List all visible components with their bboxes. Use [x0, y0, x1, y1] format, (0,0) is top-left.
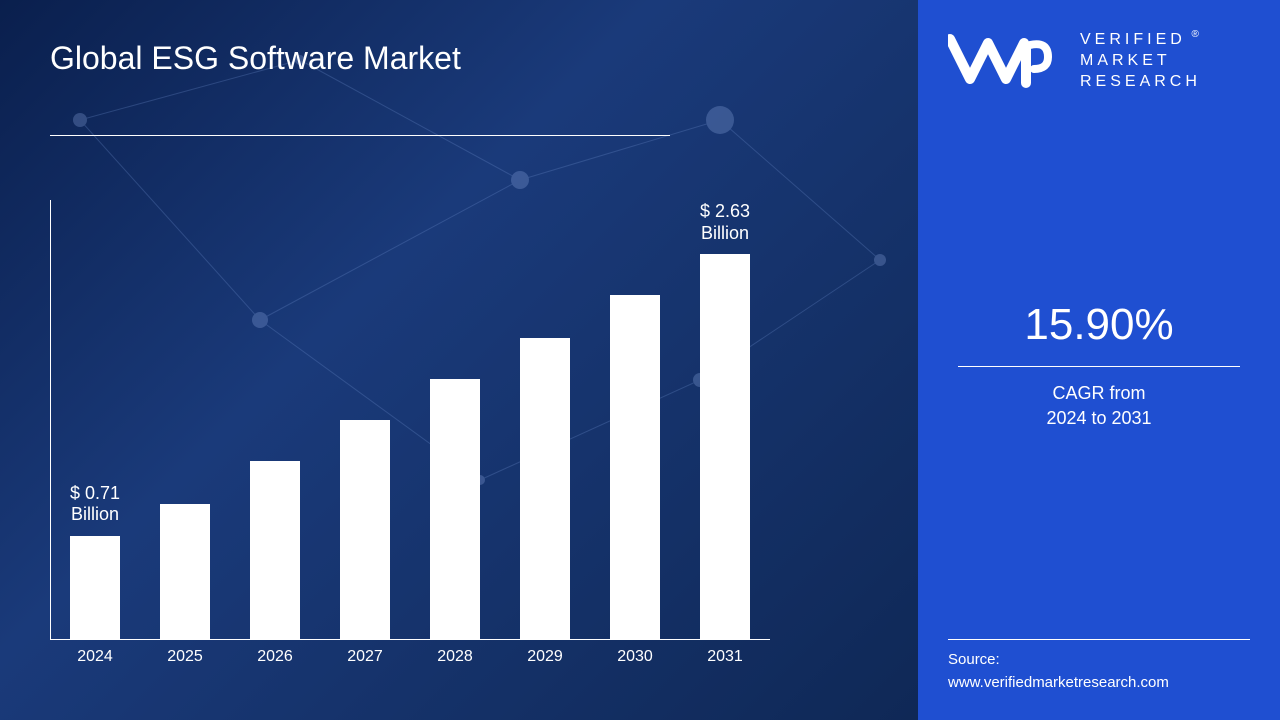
registered-mark: ®	[1192, 28, 1203, 41]
title-underline	[50, 135, 670, 136]
bar	[160, 504, 210, 640]
x-tick-label: 2025	[145, 648, 225, 666]
x-axis	[50, 639, 770, 640]
cagr-label-line2: 2024 to 2031	[948, 406, 1250, 431]
x-tick-label: 2024	[55, 648, 135, 666]
bar	[430, 379, 480, 640]
brand-line1: VERIFIED	[1080, 30, 1201, 51]
value-label: $ 0.71Billion	[45, 483, 145, 526]
bar	[70, 536, 120, 640]
cagr-label: CAGR from 2024 to 2031	[948, 381, 1250, 431]
vmr-logo-icon	[948, 31, 1068, 91]
bar-chart: 20242025202620272028202920302031$ 0.71Bi…	[50, 200, 770, 640]
value-label: $ 2.63Billion	[675, 201, 775, 244]
plot-area: 20242025202620272028202920302031$ 0.71Bi…	[50, 200, 770, 640]
source-block: Source: www.verifiedmarketresearch.com	[948, 649, 1169, 694]
main-panel: Global ESG Software Market 2024202520262…	[0, 0, 918, 720]
cagr-label-line1: CAGR from	[948, 381, 1250, 406]
brand-text: VERIFIED MARKET RESEARCH ®	[1080, 30, 1201, 92]
cagr-value: 15.90%	[948, 300, 1250, 350]
source-rule	[948, 639, 1250, 640]
x-tick-label: 2029	[505, 648, 585, 666]
source-url: www.verifiedmarketresearch.com	[948, 672, 1169, 695]
x-tick-label: 2031	[685, 648, 765, 666]
x-tick-label: 2026	[235, 648, 315, 666]
x-tick-label: 2027	[325, 648, 405, 666]
sidebar-panel: VERIFIED MARKET RESEARCH ® 15.90% CAGR f…	[918, 0, 1280, 720]
y-axis	[50, 200, 51, 640]
x-tick-label: 2030	[595, 648, 675, 666]
cagr-block: 15.90% CAGR from 2024 to 2031	[948, 300, 1250, 431]
source-label: Source:	[948, 649, 1169, 672]
chart-title: Global ESG Software Market	[50, 40, 461, 77]
bar	[610, 295, 660, 640]
bar	[520, 338, 570, 640]
cagr-underline	[958, 366, 1240, 367]
x-tick-label: 2028	[415, 648, 495, 666]
brand-line3: RESEARCH	[1080, 72, 1201, 93]
bar	[250, 461, 300, 640]
bar	[700, 254, 750, 640]
bar	[340, 420, 390, 640]
brand-logo: VERIFIED MARKET RESEARCH ®	[948, 30, 1250, 92]
brand-line2: MARKET	[1080, 51, 1201, 72]
